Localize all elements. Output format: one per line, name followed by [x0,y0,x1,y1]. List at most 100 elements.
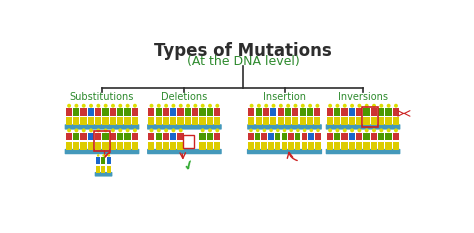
Bar [117,117,123,125]
Circle shape [296,129,300,132]
Circle shape [286,104,290,108]
Bar [334,108,340,116]
Circle shape [118,104,122,108]
Bar [102,133,109,140]
Circle shape [164,104,168,108]
Bar [385,108,392,116]
Bar [262,133,267,140]
Circle shape [157,104,161,108]
FancyBboxPatch shape [247,124,322,130]
Bar [163,108,169,116]
Bar [124,133,130,140]
Circle shape [179,128,182,132]
Bar [66,142,72,150]
Bar [295,142,301,150]
Bar [334,142,340,150]
Bar [95,108,101,116]
Circle shape [89,104,93,108]
Bar [262,142,267,150]
Bar [96,166,100,173]
Circle shape [104,104,108,108]
Bar [314,117,320,125]
Circle shape [387,104,391,108]
Bar [378,133,384,140]
Bar [183,135,194,148]
Bar [155,142,162,150]
Bar [248,108,255,116]
Circle shape [336,104,339,108]
Bar [378,117,384,125]
Circle shape [365,128,369,132]
Bar [117,108,123,116]
Circle shape [133,104,137,108]
Circle shape [104,128,108,132]
Bar [315,133,320,140]
Circle shape [283,129,286,132]
Bar [371,117,377,125]
Text: (At the DNA level): (At the DNA level) [187,55,299,68]
Bar [334,117,340,125]
Bar [109,117,116,125]
Bar [255,133,260,140]
Circle shape [74,104,78,108]
Bar [88,108,94,116]
Bar [301,133,307,140]
Circle shape [96,128,100,132]
Bar [81,133,87,140]
Bar [288,133,294,140]
Bar [102,108,109,116]
Bar [109,108,116,116]
Bar [270,117,276,125]
Bar [356,133,362,140]
Bar [148,133,155,140]
Bar [392,142,399,150]
Circle shape [97,154,100,157]
Bar [214,142,220,150]
Bar [163,117,169,125]
Circle shape [387,128,391,132]
Bar [392,117,399,125]
FancyBboxPatch shape [147,124,222,130]
Circle shape [290,129,293,132]
Bar [356,142,362,150]
Bar [364,142,370,150]
Bar [102,117,109,125]
Bar [207,108,213,116]
Bar [371,133,377,140]
Bar [371,108,377,116]
Bar [163,142,169,150]
Bar [132,133,138,140]
Circle shape [249,129,253,132]
Bar [295,133,301,140]
Bar [278,117,284,125]
Circle shape [102,154,105,157]
Bar [292,117,298,125]
Bar [349,117,355,125]
Bar [81,142,87,150]
Bar [341,142,347,150]
Circle shape [350,104,354,108]
Bar [185,108,191,116]
Bar [307,117,313,125]
Bar [177,108,183,116]
Circle shape [276,129,280,132]
Bar [148,142,155,150]
Bar [177,142,183,150]
Circle shape [201,128,205,132]
Bar [341,117,347,125]
Bar [327,117,333,125]
Bar [185,117,191,125]
Bar [385,117,392,125]
Bar [300,108,306,116]
Circle shape [118,128,122,132]
Bar [132,142,138,150]
Circle shape [164,128,168,132]
Bar [275,142,281,150]
Bar [356,108,362,116]
Bar [155,108,162,116]
Circle shape [256,129,259,132]
Bar [200,133,206,140]
Circle shape [149,104,154,108]
Circle shape [193,104,197,108]
Bar [392,133,399,140]
